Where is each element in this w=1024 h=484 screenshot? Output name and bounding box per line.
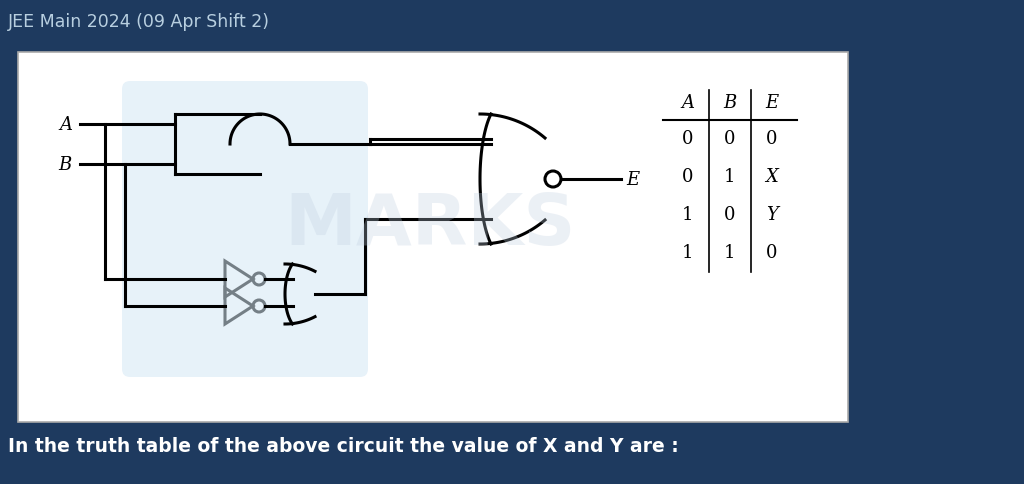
Text: A: A [59,116,72,134]
Text: Y: Y [766,206,778,224]
Text: 0: 0 [724,130,736,148]
Text: 1: 1 [682,243,693,261]
Text: MARKS: MARKS [285,190,575,259]
Text: In the truth table of the above circuit the value of X and Y are :: In the truth table of the above circuit … [8,437,679,455]
Text: 0: 0 [724,206,736,224]
Text: X: X [766,167,778,186]
Text: A: A [682,94,694,112]
Text: JEE Main 2024 (09 Apr Shift 2): JEE Main 2024 (09 Apr Shift 2) [8,13,270,31]
FancyBboxPatch shape [122,82,368,377]
Text: 0: 0 [682,167,693,186]
Text: 1: 1 [724,167,736,186]
Text: E: E [765,94,778,112]
Text: 0: 0 [766,243,778,261]
Text: 1: 1 [682,206,693,224]
Text: 1: 1 [724,243,736,261]
Text: 0: 0 [682,130,693,148]
Text: E: E [626,171,639,189]
Text: 0: 0 [766,130,778,148]
Text: B: B [58,156,72,174]
FancyBboxPatch shape [18,53,848,422]
Text: B: B [723,94,736,112]
